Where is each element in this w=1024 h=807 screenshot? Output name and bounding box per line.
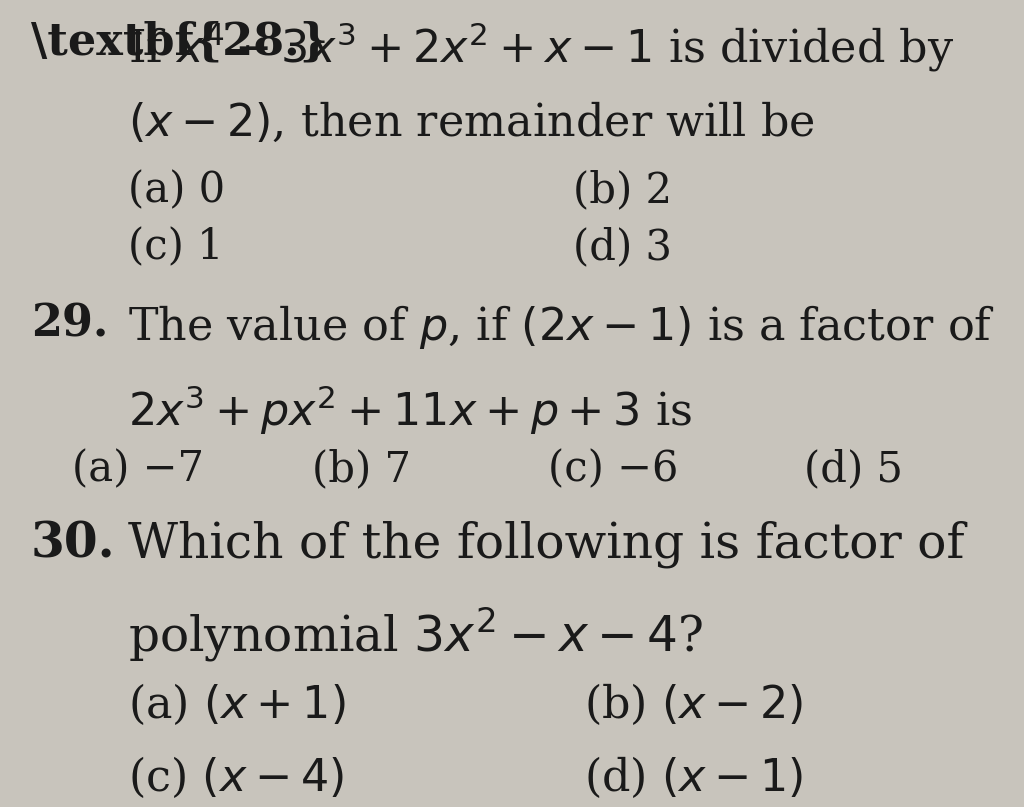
Text: 29.: 29. [31, 303, 109, 345]
Text: Which of the following is factor of: Which of the following is factor of [128, 521, 965, 568]
Text: (b) 7: (b) 7 [312, 448, 412, 490]
Text: (a) $(x+1)$: (a) $(x+1)$ [128, 682, 345, 727]
Text: The value of $p$, if $(2x-1)$ is a factor of: The value of $p$, if $(2x-1)$ is a facto… [128, 303, 995, 350]
Text: \textbf{28.}: \textbf{28.} [31, 20, 328, 63]
Text: (b) 2: (b) 2 [573, 169, 673, 211]
Text: (d) 3: (d) 3 [573, 226, 673, 268]
Text: (b) $(x-2)$: (b) $(x-2)$ [584, 682, 803, 727]
Text: (c) 1: (c) 1 [128, 226, 223, 268]
Text: (d) $(x-1)$: (d) $(x-1)$ [584, 755, 803, 800]
Text: (a) 0: (a) 0 [128, 169, 225, 211]
Text: (c) −6: (c) −6 [548, 448, 678, 490]
Text: (d) 5: (d) 5 [804, 448, 903, 490]
Text: (c) $(x-4)$: (c) $(x-4)$ [128, 755, 344, 800]
Text: If $x^4-3x^3+2x^2+x-1$ is divided by: If $x^4-3x^3+2x^2+x-1$ is divided by [128, 20, 954, 73]
Text: polynomial $3x^2-x-4$?: polynomial $3x^2-x-4$? [128, 605, 703, 664]
Text: (a) −7: (a) −7 [72, 448, 204, 490]
Text: $(x-2)$, then remainder will be: $(x-2)$, then remainder will be [128, 101, 815, 145]
Text: $2x^3+px^2+11x+p+3$ is: $2x^3+px^2+11x+p+3$ is [128, 383, 692, 437]
Text: 30.: 30. [31, 521, 116, 567]
